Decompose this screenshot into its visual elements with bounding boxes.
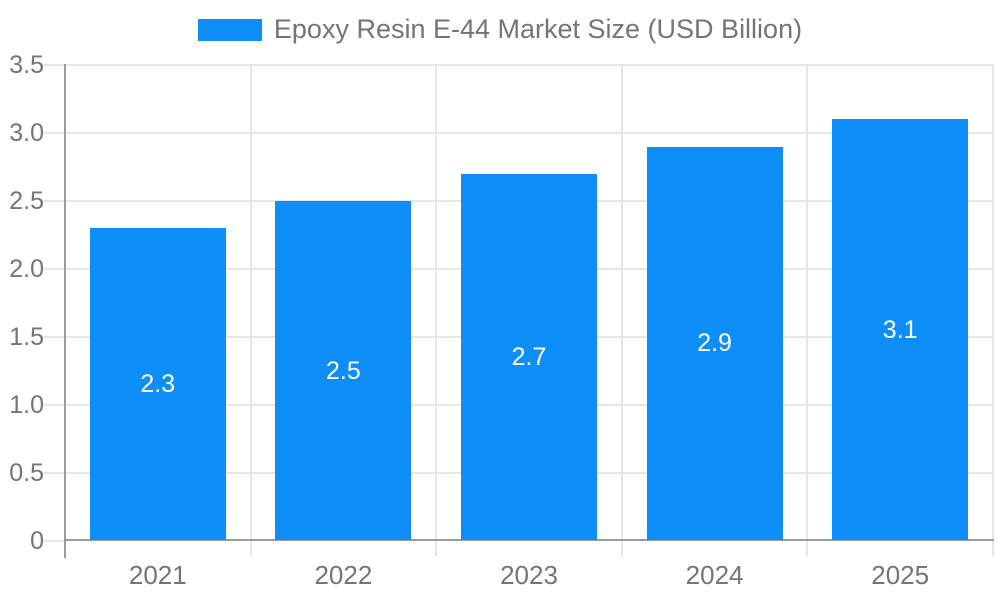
legend-swatch[interactable] xyxy=(197,18,262,41)
x-gridline xyxy=(249,65,252,541)
y-tick-label: 3.0 xyxy=(9,118,44,147)
x-axis-tick xyxy=(806,541,809,556)
x-axis-tick xyxy=(620,541,623,556)
y-axis-tick xyxy=(43,539,65,542)
x-tick-label: 2022 xyxy=(314,560,373,590)
bar[interactable]: 3.1 xyxy=(832,119,969,541)
bar-value-label: 3.1 xyxy=(882,315,918,344)
bar-value-label: 2.9 xyxy=(697,329,732,358)
chart-legend[interactable]: Epoxy Resin E-44 Market Size (USD Billio… xyxy=(0,14,1000,45)
x-tick-label: 2025 xyxy=(871,560,930,590)
y-gridline xyxy=(43,64,993,66)
y-tick-label: 1.5 xyxy=(9,322,44,351)
bar[interactable]: 2.5 xyxy=(275,200,412,541)
x-tick-label: 2024 xyxy=(685,560,744,590)
bar-value-label: 2.5 xyxy=(326,356,361,385)
x-tick-label: 2021 xyxy=(128,560,187,590)
bar[interactable]: 2.3 xyxy=(89,228,226,541)
x-gridline xyxy=(992,65,994,541)
y-tick-label: 2.5 xyxy=(9,186,44,215)
x-axis-tick xyxy=(992,541,994,556)
x-gridline xyxy=(806,65,809,541)
y-gridline xyxy=(43,131,993,134)
x-gridline xyxy=(435,65,438,541)
bar[interactable]: 2.7 xyxy=(461,173,597,541)
bar[interactable]: 2.9 xyxy=(646,146,783,541)
y-tick-label: 0.5 xyxy=(9,458,44,487)
legend-label: Epoxy Resin E-44 Market Size (USD Billio… xyxy=(273,14,803,44)
y-tick-label: 0 xyxy=(30,526,44,555)
bar-value-label: 2.3 xyxy=(140,370,176,399)
x-axis-tick xyxy=(249,541,252,556)
y-axis-line xyxy=(64,64,66,558)
x-axis-tick xyxy=(435,541,438,556)
y-tick-label: 1.0 xyxy=(9,390,44,419)
x-tick-label: 2023 xyxy=(500,560,558,590)
bar-value-label: 2.7 xyxy=(511,343,547,372)
x-gridline xyxy=(620,65,623,541)
y-tick-label: 2.0 xyxy=(9,254,44,283)
y-tick-label: 3.5 xyxy=(9,51,44,79)
